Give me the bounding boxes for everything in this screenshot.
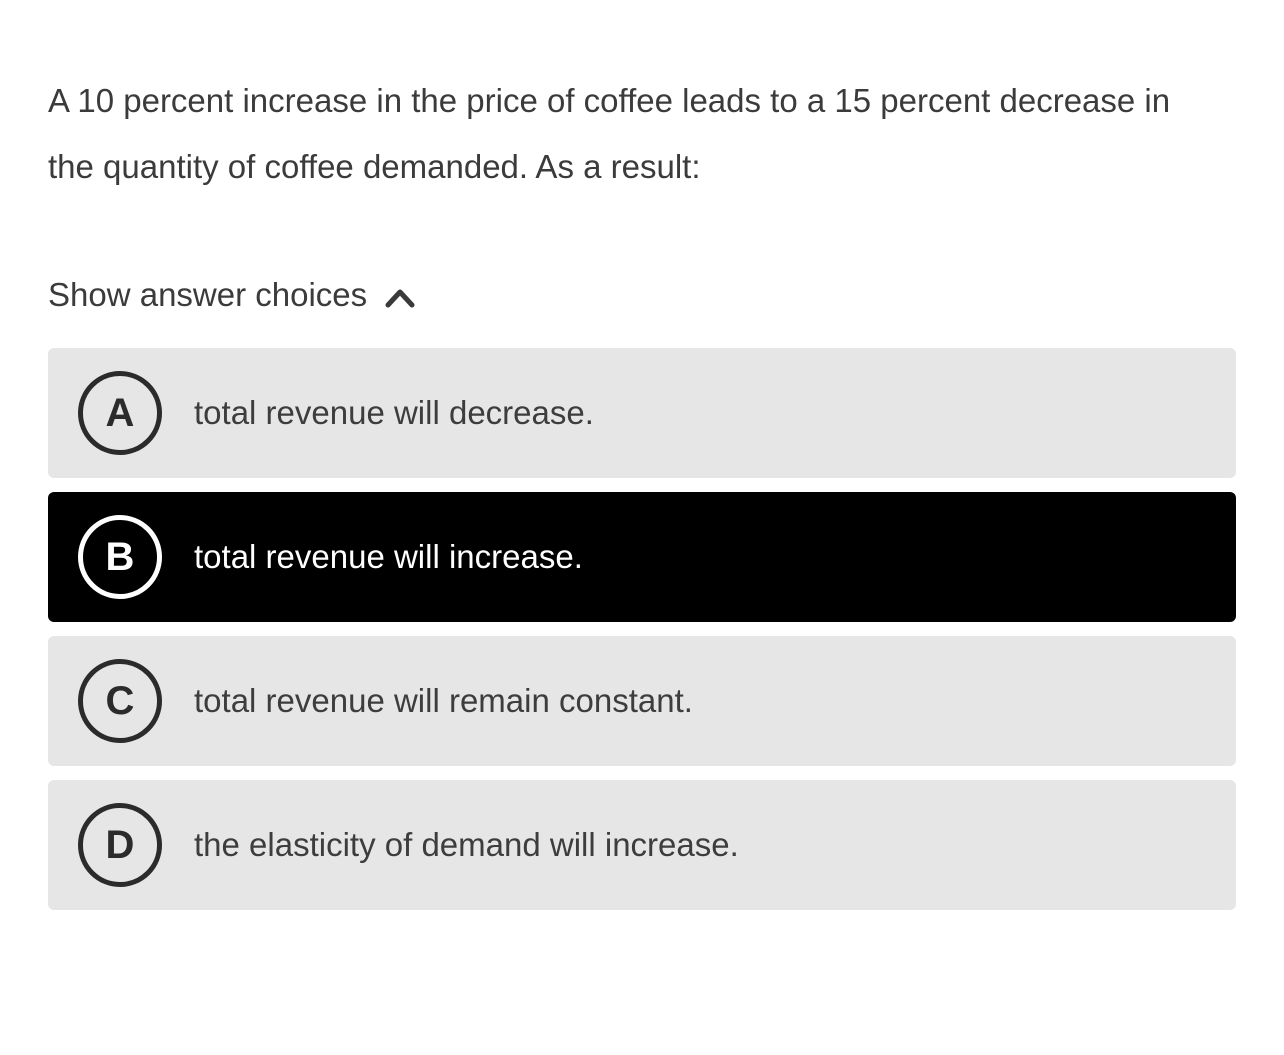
- choice-letter-badge: C: [78, 659, 162, 743]
- choice-row-c[interactable]: C total revenue will remain constant.: [48, 636, 1236, 766]
- chevron-up-icon: [385, 287, 415, 309]
- choice-row-d[interactable]: D the elasticity of demand will increase…: [48, 780, 1236, 910]
- show-answer-choices-toggle[interactable]: Show answer choices: [48, 276, 415, 314]
- choice-text: total revenue will decrease.: [194, 394, 594, 431]
- choice-letter-badge: A: [78, 371, 162, 455]
- choice-text: total revenue will increase.: [194, 538, 583, 575]
- question-text: A 10 percent increase in the price of co…: [48, 82, 1171, 185]
- choice-row-a[interactable]: A total revenue will decrease.: [48, 348, 1236, 478]
- choice-letter-badge: B: [78, 515, 162, 599]
- show-answer-choices-label: Show answer choices: [48, 276, 368, 313]
- choice-letter-badge: D: [78, 803, 162, 887]
- choice-text: the elasticity of demand will increase.: [194, 826, 739, 863]
- choice-row-b[interactable]: B total revenue will increase.: [48, 492, 1236, 622]
- choice-text: total revenue will remain constant.: [194, 682, 693, 719]
- answer-choices-list: A total revenue will decrease. B total r…: [48, 348, 1236, 910]
